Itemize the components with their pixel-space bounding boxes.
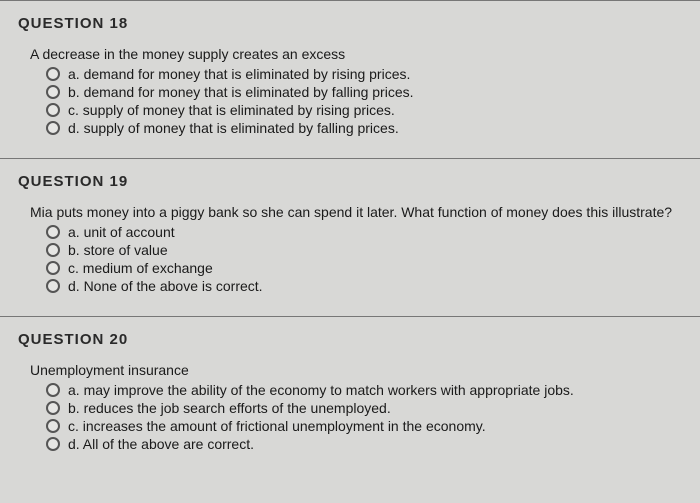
option-c[interactable]: c. supply of money that is eliminated by… [46,102,682,118]
option-text: c. increases the amount of frictional un… [68,418,486,434]
radio-icon[interactable] [46,261,60,275]
option-d[interactable]: d. supply of money that is eliminated by… [46,120,682,136]
option-b[interactable]: b. store of value [46,242,682,258]
question-stem: Unemployment insurance [30,362,682,378]
option-text: b. store of value [68,242,168,258]
question-stem: Mia puts money into a piggy bank so she … [30,204,682,220]
option-a[interactable]: a. demand for money that is eliminated b… [46,66,682,82]
radio-icon[interactable] [46,243,60,257]
option-a[interactable]: a. may improve the ability of the econom… [46,382,682,398]
question-18-block: QUESTION 18 A decrease in the money supp… [0,0,700,158]
question-title: QUESTION 18 [18,15,682,32]
radio-icon[interactable] [46,401,60,415]
option-text: a. may improve the ability of the econom… [68,382,574,398]
option-text: d. supply of money that is eliminated by… [68,120,399,136]
option-text: d. All of the above are correct. [68,436,254,452]
option-b[interactable]: b. demand for money that is eliminated b… [46,84,682,100]
option-b[interactable]: b. reduces the job search efforts of the… [46,400,682,416]
option-text: a. unit of account [68,224,175,240]
radio-icon[interactable] [46,103,60,117]
option-c[interactable]: c. medium of exchange [46,260,682,276]
radio-icon[interactable] [46,225,60,239]
radio-icon[interactable] [46,383,60,397]
radio-icon[interactable] [46,279,60,293]
question-stem: A decrease in the money supply creates a… [30,46,682,62]
option-d[interactable]: d. None of the above is correct. [46,278,682,294]
option-text: a. demand for money that is eliminated b… [68,66,410,82]
option-c[interactable]: c. increases the amount of frictional un… [46,418,682,434]
question-19-block: QUESTION 19 Mia puts money into a piggy … [0,158,700,316]
question-title: QUESTION 20 [18,331,682,348]
radio-icon[interactable] [46,67,60,81]
option-text: b. demand for money that is eliminated b… [68,84,414,100]
option-text: c. supply of money that is eliminated by… [68,102,395,118]
radio-icon[interactable] [46,419,60,433]
option-d[interactable]: d. All of the above are correct. [46,436,682,452]
question-title: QUESTION 19 [18,173,682,190]
option-text: b. reduces the job search efforts of the… [68,400,391,416]
option-text: d. None of the above is correct. [68,278,263,294]
option-text: c. medium of exchange [68,260,213,276]
radio-icon[interactable] [46,437,60,451]
option-a[interactable]: a. unit of account [46,224,682,240]
radio-icon[interactable] [46,85,60,99]
radio-icon[interactable] [46,121,60,135]
question-20-block: QUESTION 20 Unemployment insurance a. ma… [0,316,700,474]
